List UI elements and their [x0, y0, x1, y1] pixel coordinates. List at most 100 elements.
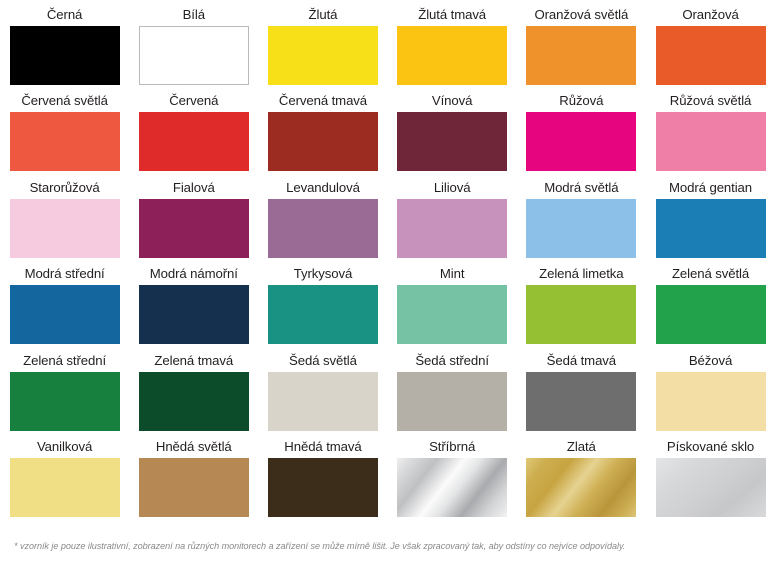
swatch-cell[interactable]: Šedá střední — [388, 350, 517, 436]
swatch-color-chip[interactable] — [397, 457, 508, 517]
swatch-label: Vínová — [431, 93, 473, 109]
swatch-color-chip[interactable] — [9, 457, 120, 517]
swatch-label: Šedá světlá — [289, 352, 357, 368]
swatch-color-chip[interactable] — [655, 457, 766, 517]
swatch-color-chip[interactable] — [267, 371, 378, 431]
swatch-cell[interactable]: Zelená střední — [0, 350, 129, 436]
swatch-cell[interactable]: Bílá — [129, 4, 258, 90]
swatch-cell[interactable]: Mint — [388, 263, 517, 349]
swatch-cell[interactable]: Modrá střední — [0, 263, 129, 349]
swatch-color-chip[interactable] — [655, 112, 766, 172]
swatch-color-chip[interactable] — [267, 198, 378, 258]
swatch-cell[interactable]: Žlutá — [258, 4, 387, 90]
swatch-label: Hnědá světlá — [155, 438, 232, 454]
swatch-label: Žlutá tmavá — [418, 7, 487, 22]
swatch-cell[interactable]: Růžová — [517, 90, 646, 176]
swatch-color-chip[interactable] — [397, 198, 508, 258]
swatch-cell[interactable]: Zelená světlá — [646, 263, 775, 349]
swatch-label: Zelená světlá — [671, 266, 750, 282]
swatch-color-chip[interactable] — [655, 285, 766, 345]
swatch-color-chip[interactable] — [526, 112, 637, 172]
swatch-cell[interactable]: Hnědá světlá — [129, 436, 258, 522]
swatch-cell[interactable]: Oranžová světlá — [517, 4, 646, 90]
swatch-color-chip[interactable] — [655, 371, 766, 431]
swatch-label: Zlatá — [566, 438, 596, 454]
swatch-color-chip[interactable] — [526, 457, 637, 517]
swatch-color-chip[interactable] — [9, 26, 120, 85]
swatch-color-chip[interactable] — [138, 285, 249, 345]
swatch-cell[interactable]: Tyrkysová — [258, 263, 387, 349]
swatch-cell[interactable]: Zlatá — [517, 436, 646, 522]
swatch-label: Modrá gentian — [669, 179, 753, 195]
swatch-cell[interactable]: Pískované sklo — [646, 436, 775, 522]
swatch-cell[interactable]: Červená — [129, 90, 258, 176]
swatch-label: Červená světlá — [21, 93, 108, 109]
swatch-label: Šedá tmavá — [546, 352, 617, 368]
swatch-color-chip[interactable] — [526, 198, 637, 258]
swatch-label: Černá — [46, 7, 83, 22]
swatch-label: Zelená střední — [23, 352, 107, 368]
swatch-cell[interactable]: Růžová světlá — [646, 90, 775, 176]
swatch-label: Starorůžová — [29, 179, 100, 195]
swatch-label: Hnědá tmavá — [284, 438, 362, 454]
swatch-cell[interactable]: Modrá gentian — [646, 177, 775, 263]
swatch-cell[interactable]: Béžová — [646, 350, 775, 436]
swatch-cell[interactable]: Modrá námořní — [129, 263, 258, 349]
swatch-color-chip[interactable] — [267, 112, 378, 172]
swatch-label: Tyrkysová — [293, 266, 353, 282]
swatch-color-chip[interactable] — [9, 198, 120, 258]
swatch-color-chip[interactable] — [138, 198, 249, 258]
swatch-cell[interactable]: Červená světlá — [0, 90, 129, 176]
swatch-color-chip[interactable] — [655, 26, 766, 85]
swatch-cell[interactable]: Zelená tmavá — [129, 350, 258, 436]
swatch-cell[interactable]: Starorůžová — [0, 177, 129, 263]
swatch-color-chip[interactable] — [267, 285, 378, 345]
swatch-color-chip[interactable] — [526, 285, 637, 345]
swatch-cell[interactable]: Šedá světlá — [258, 350, 387, 436]
swatch-label: Stříbrná — [429, 438, 476, 454]
swatch-label: Vanilková — [36, 438, 93, 454]
swatch-color-chip[interactable] — [267, 26, 378, 85]
swatch-cell[interactable]: Fialová — [129, 177, 258, 263]
swatch-color-chip[interactable] — [526, 26, 637, 85]
swatch-cell[interactable]: Žlutá tmavá — [388, 4, 517, 90]
swatch-cell[interactable]: Liliová — [388, 177, 517, 263]
swatch-label: Oranžová — [682, 7, 739, 22]
swatch-color-chip[interactable] — [9, 112, 120, 172]
swatch-color-chip[interactable] — [397, 112, 508, 172]
swatch-label: Bílá — [182, 7, 205, 22]
swatch-cell[interactable]: Hnědá tmavá — [258, 436, 387, 522]
swatch-color-chip[interactable] — [397, 285, 508, 345]
swatch-label: Levandulová — [286, 179, 360, 195]
swatch-color-chip[interactable] — [138, 26, 249, 85]
swatch-cell[interactable]: Modrá světlá — [517, 177, 646, 263]
swatch-cell[interactable]: Šedá tmavá — [517, 350, 646, 436]
swatch-color-chip[interactable] — [9, 371, 120, 431]
swatch-color-chip[interactable] — [397, 371, 508, 431]
swatch-color-chip[interactable] — [267, 457, 378, 517]
swatch-label: Fialová — [172, 179, 215, 195]
swatch-cell[interactable]: Červená tmavá — [258, 90, 387, 176]
swatch-label: Šedá střední — [415, 352, 489, 368]
swatch-cell[interactable]: Černá — [0, 4, 129, 90]
swatch-grid: Černá Bílá Žlutá Žlutá tmavá Oranžová světlá… — [0, 4, 775, 522]
swatch-cell[interactable]: Vínová — [388, 90, 517, 176]
swatch-label: Modrá světlá — [544, 179, 619, 195]
swatch-color-chip[interactable] — [138, 112, 249, 172]
swatch-color-chip[interactable] — [138, 371, 249, 431]
swatch-label: Modrá námořní — [149, 266, 238, 282]
swatch-cell[interactable]: Oranžová — [646, 4, 775, 90]
swatch-cell[interactable]: Zelená limetka — [517, 263, 646, 349]
swatch-color-chip[interactable] — [526, 371, 637, 431]
swatch-cell[interactable]: Levandulová — [258, 177, 387, 263]
swatch-label: Modrá střední — [24, 266, 105, 282]
swatch-label: Červená — [169, 93, 219, 109]
swatch-label: Zelená limetka — [539, 266, 624, 282]
swatch-color-chip[interactable] — [655, 198, 766, 258]
swatch-cell[interactable]: Vanilková — [0, 436, 129, 522]
swatch-color-chip[interactable] — [138, 457, 249, 517]
swatch-color-chip[interactable] — [9, 285, 120, 345]
swatch-cell[interactable]: Stříbrná — [388, 436, 517, 522]
footnote-disclaimer: * vzorník je pouze ilustrativní, zobraze… — [14, 541, 626, 551]
swatch-color-chip[interactable] — [397, 26, 508, 85]
